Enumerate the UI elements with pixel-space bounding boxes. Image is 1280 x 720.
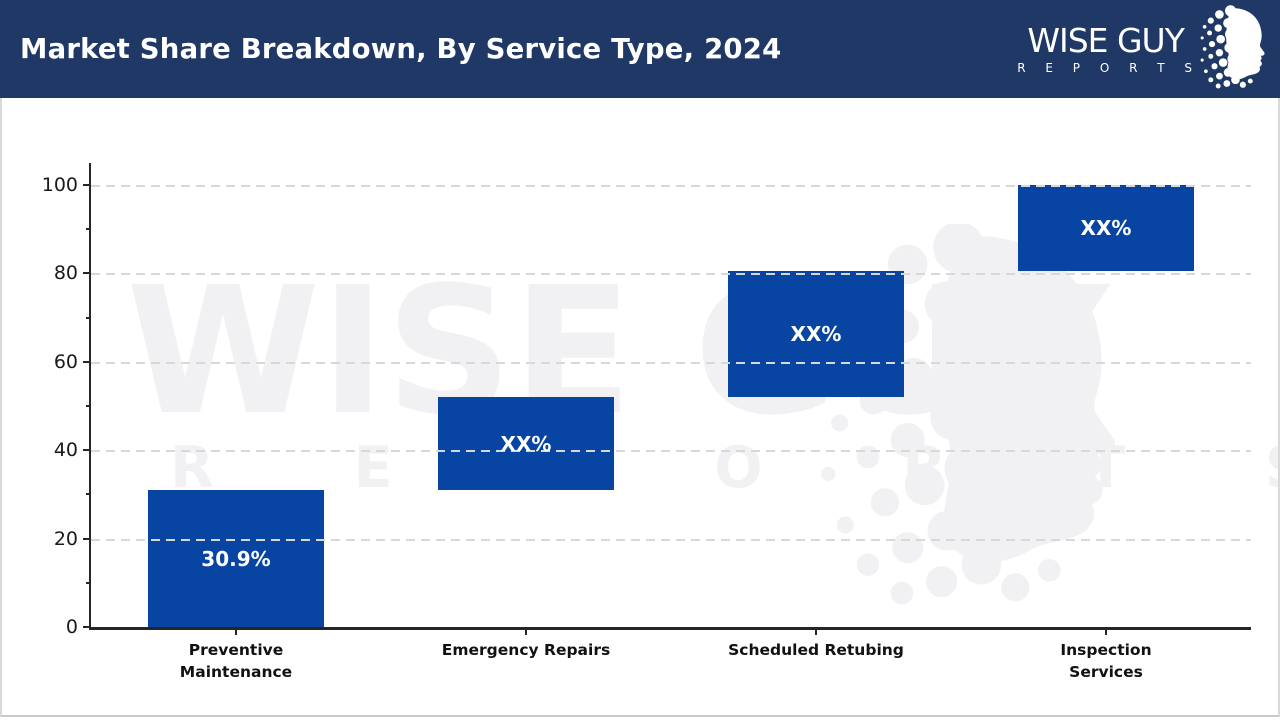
y-minor-tick-70 <box>86 316 91 319</box>
brand-logo-text: WISE GUY R E P O R T S <box>1011 24 1200 75</box>
y-tick-80 <box>83 272 91 275</box>
y-tick-label-20: 20 <box>53 527 78 550</box>
x-axis-label-inspection-services: Inspection Services <box>1060 640 1151 683</box>
y-tick-label-100: 100 <box>41 174 78 197</box>
y-tick-label-40: 40 <box>53 439 78 462</box>
x-axis-label-emergency-repairs: Emergency Repairs <box>442 640 610 662</box>
brand-wordmark: WISE GUY <box>1027 20 1185 60</box>
x-axis-label-preventive-maintenance: Preventive Maintenance <box>180 640 292 683</box>
x-axis-label-line: Emergency Repairs <box>441 641 611 659</box>
bar-value-label-preventive-maintenance: 30.9% <box>201 546 271 571</box>
gridline-60 <box>91 361 1251 364</box>
x-axis-label-line: Maintenance <box>179 662 293 681</box>
y-tick-label-80: 80 <box>53 262 78 285</box>
header-bar: Market Share Breakdown, By Service Type,… <box>0 0 1280 98</box>
bar-preventive-maintenance <box>148 490 324 627</box>
y-tick-label-0: 0 <box>65 616 78 638</box>
brand-head-icon <box>1200 5 1265 89</box>
gridline-20 <box>91 538 1251 541</box>
y-tick-20 <box>83 537 91 540</box>
bar-value-label-scheduled-retubing: XX% <box>790 322 842 347</box>
y-tick-40 <box>83 449 91 452</box>
y-tick-0 <box>83 626 91 628</box>
bar-value-label-emergency-repairs: XX% <box>500 431 552 456</box>
x-axis-label-line: Inspection <box>1060 641 1152 659</box>
x-tick-emergency-repairs <box>525 627 527 635</box>
x-axis-label-line: Preventive <box>188 641 284 659</box>
y-tick-100 <box>83 184 91 187</box>
y-minor-tick-30 <box>86 493 91 496</box>
x-tick-inspection-services <box>1105 627 1107 635</box>
y-minor-tick-50 <box>86 405 91 408</box>
x-axis-label-line: Scheduled Retubing <box>728 641 904 659</box>
page-title: Market Share Breakdown, By Service Type,… <box>20 33 782 65</box>
gridline-100 <box>91 185 1251 188</box>
x-tick-scheduled-retubing <box>815 627 817 635</box>
bar-chart-plot: 0 20 40 60 80 100 30.9% Preventive Maintenance XX… <box>42 163 1251 681</box>
x-axis-label-line: Services <box>1069 662 1143 681</box>
y-minor-tick-10 <box>86 581 91 584</box>
brand-logo: WISE GUY R E P O R T S <box>1011 5 1270 93</box>
brand-subtitle: R E P O R T S <box>1017 60 1200 75</box>
x-axis-label-scheduled-retubing: Scheduled Retubing <box>728 640 904 662</box>
bar-emergency-repairs <box>438 397 614 491</box>
bar-value-label-inspection-services: XX% <box>1080 216 1132 241</box>
y-minor-tick-90 <box>86 228 91 231</box>
x-tick-preventive-maintenance <box>235 627 237 635</box>
y-tick-60 <box>83 360 91 363</box>
gridline-40 <box>91 450 1251 453</box>
y-tick-label-60: 60 <box>53 350 78 373</box>
gridline-80 <box>91 273 1251 276</box>
